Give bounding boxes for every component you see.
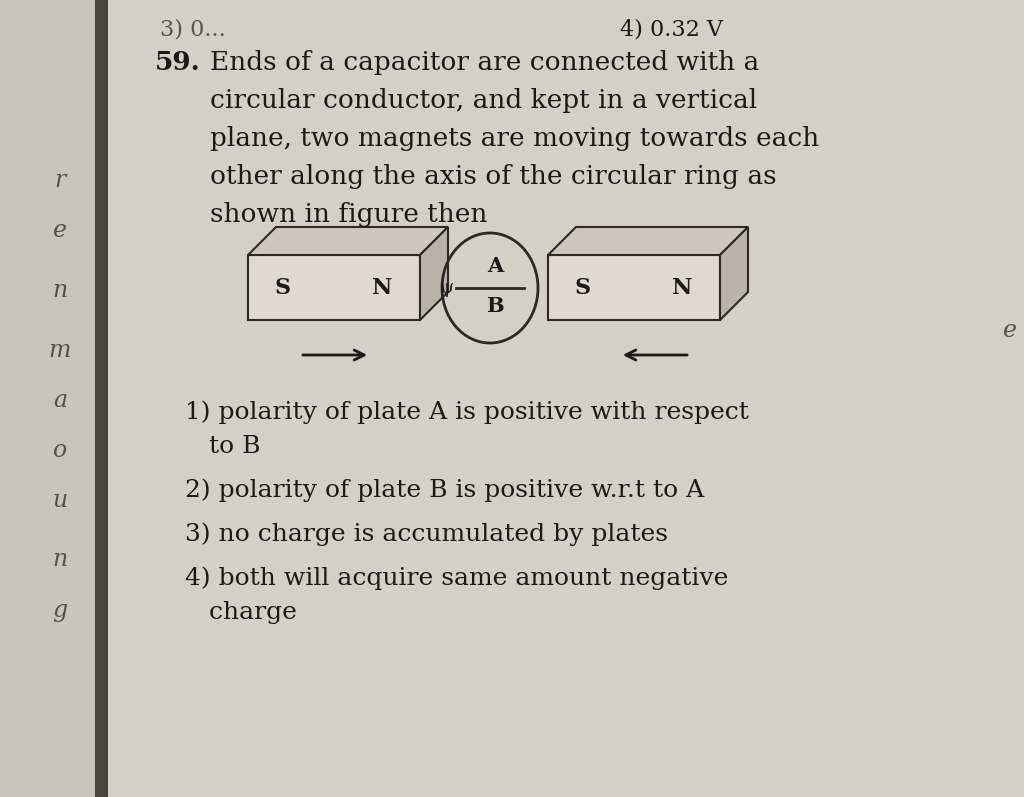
Polygon shape: [420, 227, 449, 320]
Text: e: e: [1002, 319, 1017, 341]
Text: o: o: [53, 438, 68, 461]
Text: g: g: [52, 599, 68, 622]
Text: shown in figure then: shown in figure then: [210, 202, 487, 227]
Text: plane, two magnets are moving towards each: plane, two magnets are moving towards ea…: [210, 126, 819, 151]
Text: N: N: [672, 277, 692, 299]
Text: 3) no charge is accumulated by plates: 3) no charge is accumulated by plates: [185, 522, 668, 545]
Text: circular conductor, and kept in a vertical: circular conductor, and kept in a vertic…: [210, 88, 757, 113]
Text: a: a: [53, 388, 67, 411]
Text: n: n: [52, 278, 68, 301]
Text: 59.: 59.: [155, 50, 201, 75]
Text: r: r: [54, 168, 66, 191]
Text: 4) both will acquire same amount negative: 4) both will acquire same amount negativ…: [185, 566, 728, 590]
Polygon shape: [248, 227, 449, 255]
Text: m: m: [49, 339, 72, 362]
Text: other along the axis of the circular ring as: other along the axis of the circular rin…: [210, 164, 776, 189]
Text: Ends of a capacitor are connected with a: Ends of a capacitor are connected with a: [210, 50, 759, 75]
Polygon shape: [548, 255, 720, 320]
Text: e: e: [53, 218, 67, 241]
Text: ψ: ψ: [440, 279, 454, 297]
Polygon shape: [248, 255, 420, 320]
Text: S: S: [574, 277, 591, 299]
Text: n: n: [52, 548, 68, 571]
Text: B: B: [486, 296, 504, 316]
Polygon shape: [0, 0, 100, 797]
Polygon shape: [95, 0, 108, 797]
Text: 3) 0...: 3) 0...: [160, 18, 225, 40]
Polygon shape: [548, 227, 748, 255]
Text: 4) 0.32 V: 4) 0.32 V: [620, 18, 723, 40]
Polygon shape: [720, 227, 748, 320]
Text: 2) polarity of plate B is positive w.r.t to A: 2) polarity of plate B is positive w.r.t…: [185, 478, 705, 501]
Text: A: A: [486, 256, 503, 276]
Text: S: S: [274, 277, 291, 299]
Text: N: N: [372, 277, 392, 299]
Text: charge: charge: [185, 601, 297, 624]
Text: u: u: [52, 489, 68, 512]
Text: to B: to B: [185, 435, 260, 458]
Text: 1) polarity of plate A is positive with respect: 1) polarity of plate A is positive with …: [185, 400, 749, 423]
